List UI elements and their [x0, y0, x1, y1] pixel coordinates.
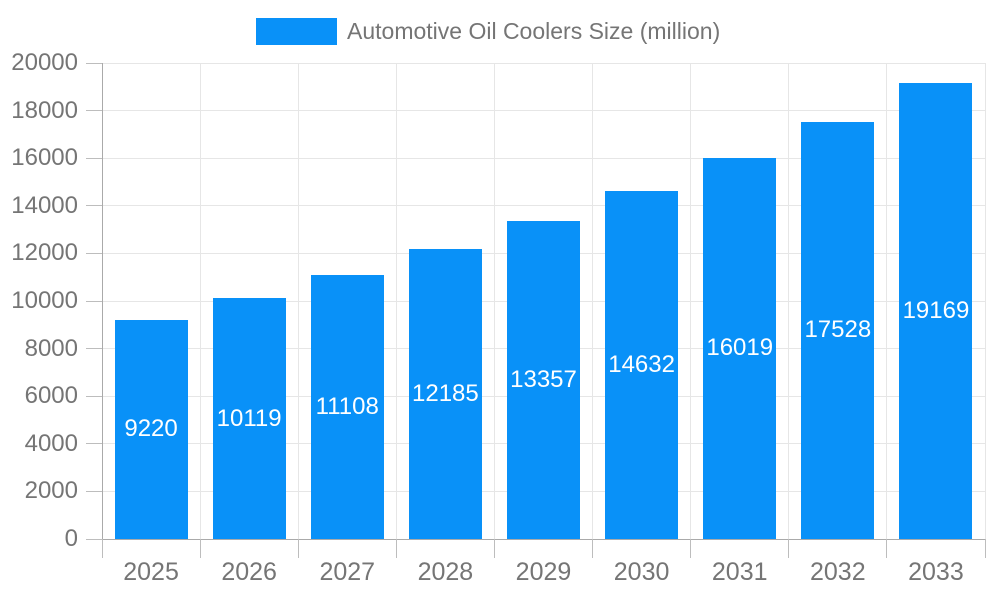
x-grid-line — [592, 63, 594, 539]
x-tick-label: 2032 — [810, 558, 866, 586]
y-tick-label: 0 — [64, 525, 78, 552]
y-tick-label: 8000 — [24, 334, 78, 362]
bar-value-label: 19169 — [902, 296, 970, 324]
x-tick — [493, 539, 495, 558]
legend-label: Automotive Oil Coolers Size (million) — [347, 18, 721, 44]
x-tick — [101, 539, 103, 558]
legend: Automotive Oil Coolers Size (million) — [256, 18, 720, 45]
bar: 9220 — [114, 319, 188, 539]
x-tick-label: 2031 — [711, 558, 768, 586]
bar-value-label: 13357 — [510, 366, 577, 394]
x-tick — [199, 539, 201, 558]
y-grid-line — [102, 157, 985, 159]
x-tick — [592, 539, 594, 558]
x-axis-line — [102, 538, 985, 540]
x-tick — [984, 539, 986, 558]
x-grid-line — [984, 63, 986, 539]
x-tick — [788, 539, 790, 558]
bar: 17528 — [801, 121, 875, 539]
x-tick-label: 2026 — [221, 558, 277, 586]
bar: 12185 — [408, 248, 482, 539]
bar: 16019 — [703, 157, 777, 539]
x-tick — [690, 539, 692, 558]
x-tick — [395, 539, 397, 558]
bar: 19169 — [899, 82, 973, 539]
bar: 11108 — [310, 274, 384, 539]
bar-value-label: 10119 — [216, 404, 282, 432]
bar-value-label: 14632 — [608, 350, 675, 378]
y-tick-label: 10000 — [11, 287, 78, 314]
bar-value-label: 16019 — [706, 334, 774, 362]
x-tick-label: 2029 — [515, 558, 572, 586]
y-tick — [86, 395, 102, 397]
y-tick-label: 4000 — [24, 429, 78, 457]
y-tick-label: 6000 — [24, 382, 78, 410]
y-tick-label: 16000 — [11, 144, 78, 172]
bar-value-label: 17528 — [804, 316, 872, 344]
bar: 14632 — [605, 190, 679, 539]
y-tick — [86, 157, 102, 159]
y-tick — [86, 348, 102, 350]
y-axis-line — [101, 63, 103, 539]
y-grid-line — [102, 110, 985, 112]
y-tick — [86, 62, 102, 64]
bar-value-label: 11108 — [315, 392, 379, 420]
y-tick — [86, 490, 102, 492]
y-tick-label: 2000 — [24, 477, 78, 505]
y-tick — [86, 252, 102, 254]
bar-value-label: 12185 — [412, 379, 479, 407]
x-tick-label: 2027 — [319, 558, 376, 586]
x-tick-label: 2028 — [417, 558, 474, 586]
y-tick-label: 14000 — [11, 191, 78, 219]
y-tick-label: 20000 — [11, 49, 78, 76]
x-grid-line — [199, 63, 201, 539]
x-grid-line — [395, 63, 397, 539]
y-tick — [86, 205, 102, 207]
y-grid-line — [102, 62, 985, 64]
x-grid-line — [788, 63, 790, 539]
legend-swatch — [256, 18, 337, 45]
y-tick — [86, 110, 102, 112]
bar-value-label: 9220 — [124, 415, 178, 443]
x-grid-line — [886, 63, 888, 539]
x-grid-line — [297, 63, 299, 539]
x-grid-line — [690, 63, 692, 539]
x-tick-label: 2025 — [123, 558, 179, 586]
bar: 13357 — [507, 221, 580, 539]
x-tick-label: 2030 — [613, 558, 670, 586]
x-tick-label: 2033 — [908, 558, 964, 586]
bar: 10119 — [212, 298, 286, 539]
y-tick-label: 18000 — [11, 96, 78, 124]
x-tick — [297, 539, 299, 558]
y-tick — [86, 300, 102, 302]
y-grid-line — [102, 205, 985, 207]
x-tick — [886, 539, 888, 558]
y-tick-label: 12000 — [11, 239, 78, 267]
x-grid-line — [493, 63, 495, 539]
y-tick — [86, 443, 102, 445]
y-tick — [86, 538, 102, 540]
